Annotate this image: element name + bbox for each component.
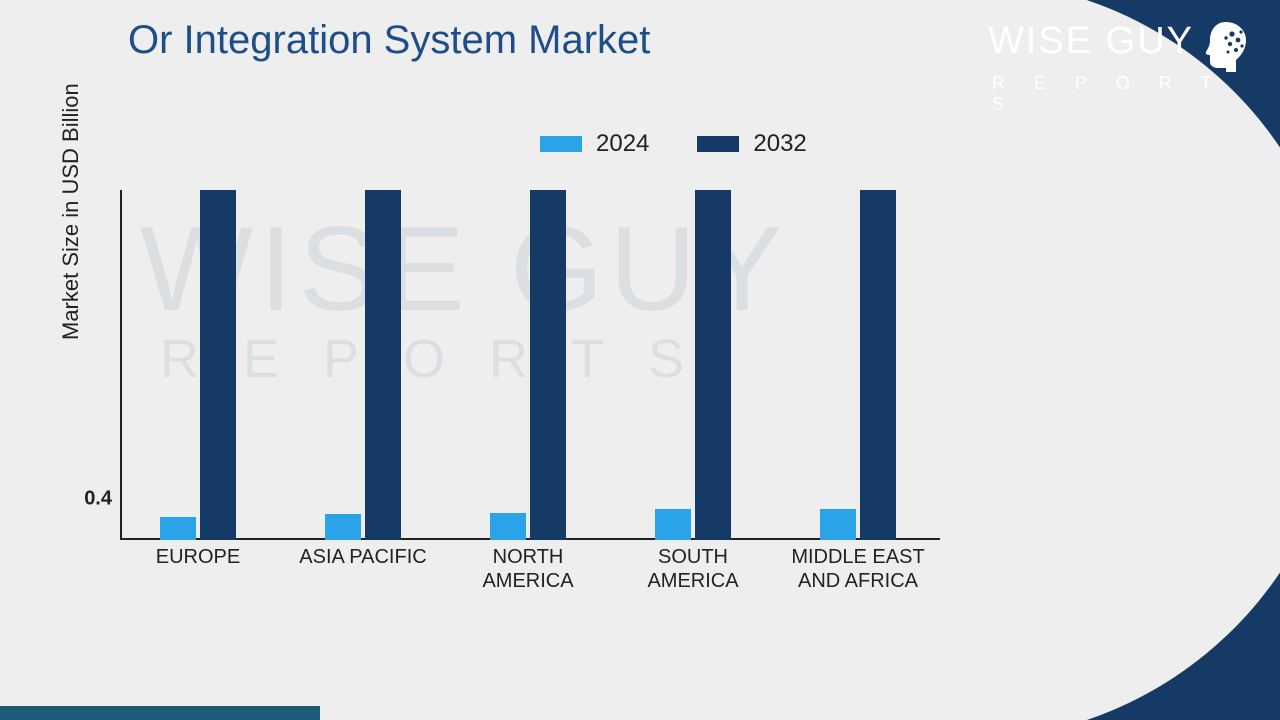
bar-2032 xyxy=(860,190,896,540)
bar-2024 xyxy=(325,514,361,540)
legend: 2024 2032 xyxy=(540,130,807,158)
legend-label-2024: 2024 xyxy=(596,130,649,158)
category-label: MIDDLE EAST AND AFRICA xyxy=(778,546,938,593)
bar-2032 xyxy=(200,190,236,540)
logo-sub-text: R E P O R T S xyxy=(992,73,1258,115)
bar-2024 xyxy=(655,509,691,540)
y-tick-label: 0.4 xyxy=(84,487,112,510)
bar-2032 xyxy=(695,190,731,540)
bottom-accent-bar xyxy=(0,706,320,720)
category-label: SOUTH AMERICA xyxy=(613,546,773,593)
bar-2024 xyxy=(490,513,526,540)
y-axis-line xyxy=(120,190,122,540)
y-axis-label: Market Size in USD Billion xyxy=(58,83,84,340)
chart-title: Or Integration System Market xyxy=(128,18,650,63)
bar-2024 xyxy=(160,517,196,540)
legend-swatch-2024 xyxy=(540,136,582,152)
brand-logo: WISE GUY R E P O R T S xyxy=(988,20,1258,115)
legend-swatch-2032 xyxy=(697,136,739,152)
bar-2032 xyxy=(365,190,401,540)
logo-main-text: WISE GUY xyxy=(988,20,1194,63)
chart-plot-area: 0.4EUROPEASIA PACIFICNORTH AMERICASOUTH … xyxy=(120,190,940,540)
category-label: NORTH AMERICA xyxy=(448,546,608,593)
category-label: ASIA PACIFIC xyxy=(283,546,443,570)
legend-item-2024: 2024 xyxy=(540,130,649,158)
legend-item-2032: 2032 xyxy=(697,130,806,158)
chart-stage: WISE GUY R E P O R T S WISE GUY REPORTS … xyxy=(0,0,1280,720)
legend-label-2032: 2032 xyxy=(753,130,806,158)
head-icon xyxy=(1204,20,1250,77)
category-label: EUROPE xyxy=(118,546,278,570)
bar-2032 xyxy=(530,190,566,540)
bar-2024 xyxy=(820,509,856,540)
